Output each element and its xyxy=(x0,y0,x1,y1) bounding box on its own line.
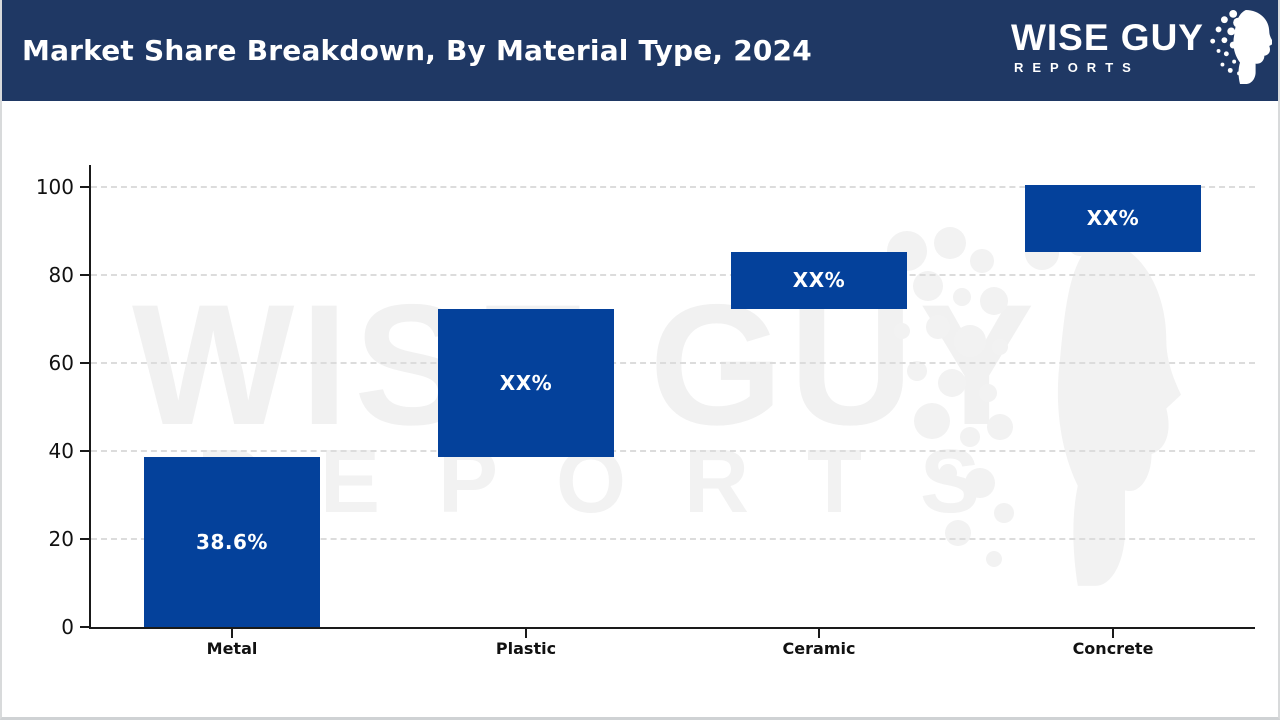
bar-value-label: XX% xyxy=(1086,206,1140,231)
x-axis-category-label: Plastic xyxy=(495,639,557,658)
y-axis-tick-label: 40 xyxy=(48,439,74,463)
y-axis-tick-label: 80 xyxy=(48,263,74,287)
y-axis-tick-label: 20 xyxy=(48,527,74,551)
x-axis-category-label: Concrete xyxy=(1072,639,1154,658)
y-axis-tick xyxy=(80,186,89,188)
y-axis-tick-label: 0 xyxy=(61,615,74,639)
brand-logo-text: WISE GUY REPORTS xyxy=(1010,16,1204,76)
bar-concrete: XX% xyxy=(1025,184,1201,253)
x-axis-tick xyxy=(818,629,820,638)
x-axis-tick xyxy=(525,629,527,638)
bar-value-label: XX% xyxy=(792,268,846,293)
page-title: Market Share Breakdown, By Material Type… xyxy=(22,34,812,67)
gridline xyxy=(91,274,1255,276)
brand-face-icon xyxy=(1210,9,1272,85)
brand-reports-text: REPORTS xyxy=(1013,60,1140,76)
y-axis-line xyxy=(89,165,91,629)
y-axis-tick-label: 60 xyxy=(48,351,74,375)
gridline xyxy=(91,538,1255,540)
gridline xyxy=(91,362,1255,364)
bar-value-label: 38.6% xyxy=(196,530,268,555)
x-axis-tick xyxy=(1112,629,1114,638)
y-axis-tick xyxy=(80,274,89,276)
y-axis-tick xyxy=(80,538,89,540)
brand-wordmark: WISE GUY xyxy=(1010,16,1204,58)
x-axis-tick xyxy=(231,629,233,638)
x-axis-line xyxy=(89,627,1255,629)
bar-plastic: XX% xyxy=(438,308,614,458)
bar-ceramic: XX% xyxy=(731,252,907,309)
brand-logo: WISE GUY REPORTS xyxy=(1011,8,1272,86)
header-bar: Market Share Breakdown, By Material Type… xyxy=(2,0,1278,101)
x-axis-category-label: Metal xyxy=(206,639,258,658)
watermark-face-dots-icon xyxy=(882,227,1182,586)
y-axis-tick xyxy=(80,626,89,628)
y-axis-tick xyxy=(80,450,89,452)
bar-metal: 38.6% xyxy=(144,457,320,627)
gridline xyxy=(91,450,1255,452)
y-axis-tick xyxy=(80,362,89,364)
y-axis-tick-label: 100 xyxy=(35,175,74,199)
x-axis-category-label: Ceramic xyxy=(782,639,856,658)
bar-value-label: XX% xyxy=(499,371,553,395)
gridline xyxy=(91,186,1255,188)
